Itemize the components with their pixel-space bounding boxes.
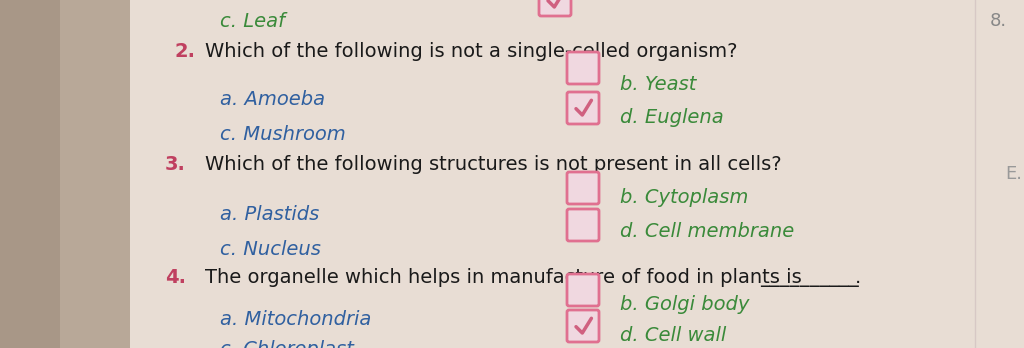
Bar	[0, 0, 60, 348]
Text: d. Euglena: d. Euglena	[620, 108, 724, 127]
Text: Which of the following is not a single-celled organism?: Which of the following is not a single-c…	[205, 42, 737, 61]
FancyBboxPatch shape	[567, 209, 599, 241]
Text: E.: E.	[1005, 165, 1022, 183]
Text: c. Chloroplast: c. Chloroplast	[220, 340, 354, 348]
Text: The organelle which helps in manufacture of food in plants is: The organelle which helps in manufacture…	[205, 268, 802, 287]
Text: c. Nucleus: c. Nucleus	[220, 240, 321, 259]
Text: 8.: 8.	[990, 12, 1008, 30]
Text: a. Amoeba: a. Amoeba	[220, 90, 326, 109]
Text: b. Yeast: b. Yeast	[620, 75, 696, 94]
Text: b. Cytoplasm: b. Cytoplasm	[620, 188, 749, 207]
Text: Which of the following structures is not present in all cells?: Which of the following structures is not…	[205, 155, 781, 174]
Text: c. Mushroom: c. Mushroom	[220, 125, 346, 144]
FancyBboxPatch shape	[567, 274, 599, 306]
Bar	[0, 0, 130, 348]
FancyBboxPatch shape	[567, 310, 599, 342]
Text: 2.: 2.	[175, 42, 196, 61]
Text: 3.: 3.	[165, 155, 186, 174]
Text: b. Golgi body: b. Golgi body	[620, 295, 750, 314]
Text: .: .	[855, 268, 861, 287]
Text: __________: __________	[760, 268, 859, 287]
Text: d. Cell membrane: d. Cell membrane	[620, 222, 795, 241]
FancyBboxPatch shape	[539, 0, 571, 16]
Text: 4.: 4.	[165, 268, 186, 287]
FancyBboxPatch shape	[567, 92, 599, 124]
FancyBboxPatch shape	[567, 52, 599, 84]
Text: a. Mitochondria: a. Mitochondria	[220, 310, 372, 329]
Text: c. Leaf: c. Leaf	[220, 12, 285, 31]
Text: d. Cell wall: d. Cell wall	[620, 326, 726, 345]
Text: a. Plastids: a. Plastids	[220, 205, 319, 224]
FancyBboxPatch shape	[567, 172, 599, 204]
